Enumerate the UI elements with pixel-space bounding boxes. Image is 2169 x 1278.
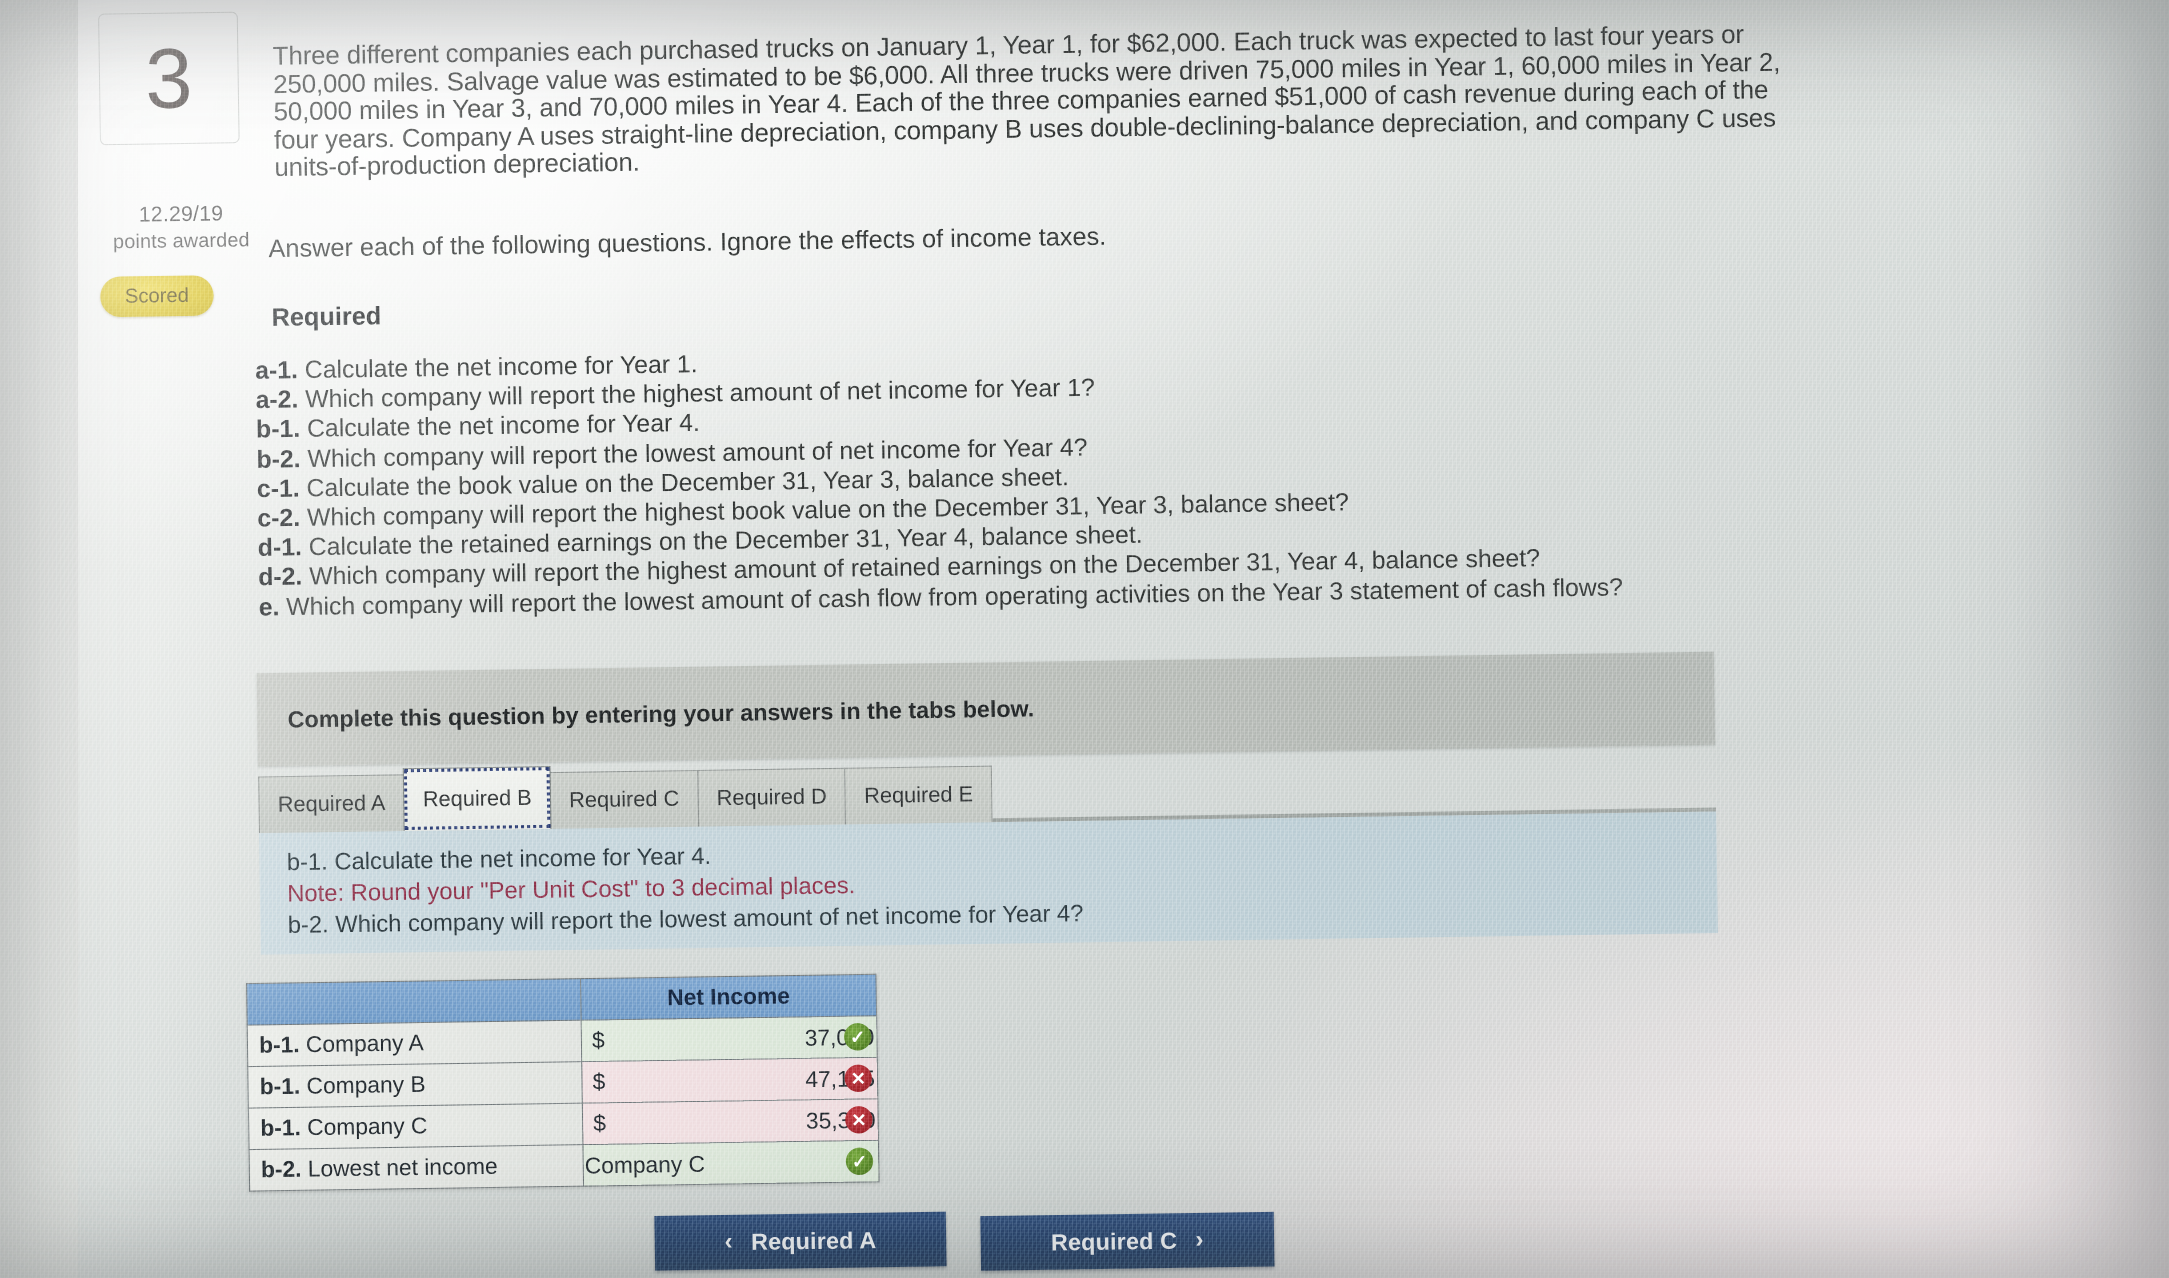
answer-table-header-net-income: Net Income <box>580 974 877 1021</box>
required-heading: Required <box>271 302 382 332</box>
requirement-panel: b-1. Calculate the net income for Year 4… <box>259 811 1718 955</box>
tab-required-d[interactable]: Required D <box>697 767 847 827</box>
currency-symbol: $ <box>593 1110 607 1136</box>
table-row: b-2. Lowest net income Company C ✓ <box>249 1140 880 1192</box>
answer-table-body: b-1. Company A $37,000 ✓ b-1. Company B $47,… <box>247 1015 880 1192</box>
tab-label: Required E <box>863 782 974 808</box>
required-item-label: b-2. <box>256 445 301 474</box>
answer-value: Company C <box>584 1150 706 1179</box>
tab-required-b[interactable]: Required B <box>403 766 552 831</box>
tab-label: Required A <box>277 790 386 817</box>
answer-row-prefix: b-1. <box>259 1073 301 1100</box>
answer-row-name: Lowest net income <box>307 1153 498 1182</box>
question-number: 3 <box>144 30 194 127</box>
answer-row-label: b-1. Company A <box>247 1020 582 1067</box>
required-item-label: a-2. <box>255 386 299 415</box>
prev-requirement-button[interactable]: ‹ Required A <box>654 1211 947 1271</box>
answer-value: 35,320 <box>805 1106 876 1134</box>
currency-symbol: $ <box>591 1027 605 1053</box>
status-badge-label: Scored <box>124 284 190 308</box>
required-list: a-1. Calculate the net income for Year 1… <box>255 333 1837 622</box>
answer-row-name: Company A <box>305 1030 424 1058</box>
problem-instruction: Answer each of the following questions. … <box>268 222 1107 264</box>
required-item-text: Calculate the net income for Year 4. <box>306 410 701 444</box>
answer-row-label: b-1. Company B <box>247 1061 583 1109</box>
answer-row-label: b-2. Lowest net income <box>249 1144 584 1192</box>
answer-value: 37,000 <box>804 1023 875 1051</box>
required-item-label: a-1. <box>254 356 299 385</box>
currency-symbol: $ <box>592 1068 606 1095</box>
answer-value: 47,125 <box>805 1065 876 1092</box>
tab-required-a[interactable]: Required A <box>258 774 406 834</box>
required-item-text: Calculate the net income for Year 1. <box>304 350 698 385</box>
tab-required-c[interactable]: Required C <box>549 769 699 829</box>
answer-row-prefix: b-2. <box>260 1156 302 1183</box>
required-item-label: c-2. <box>257 504 301 533</box>
answer-row-prefix: b-1. <box>260 1114 302 1141</box>
answer-row-prefix: b-1. <box>258 1031 300 1058</box>
question-number-box: 3 <box>98 11 240 146</box>
answer-value-cell[interactable]: Company C ✓ <box>582 1140 880 1187</box>
next-requirement-button[interactable]: Required C › <box>980 1211 1275 1271</box>
answer-row-name: Company B <box>306 1071 426 1099</box>
answer-value-cell[interactable]: $47,125 ✕ <box>581 1057 878 1104</box>
prev-requirement-label: Required A <box>750 1226 877 1255</box>
complete-question-banner-text: Complete this question by entering your … <box>287 694 1035 733</box>
tab-label: Required C <box>569 786 680 813</box>
answer-table-header-blank <box>246 978 582 1026</box>
chevron-left-icon: ‹ <box>724 1227 734 1256</box>
required-item-label: d-1. <box>257 534 303 563</box>
next-requirement-label: Required C <box>1050 1226 1178 1256</box>
problem-stem: Three different companies each purchased… <box>272 20 1781 183</box>
tab-required-e[interactable]: Required E <box>844 765 993 825</box>
required-item-label: e. <box>258 593 280 622</box>
tab-label: Required D <box>716 784 827 811</box>
tab-label: Required B <box>422 785 532 812</box>
points-value: 12.29/19 <box>138 202 224 227</box>
required-item-label: d-2. <box>258 563 303 592</box>
chevron-right-icon: › <box>1195 1226 1204 1254</box>
answer-table: Net Income b-1. Company A $37,000 ✓ b-1. Co… <box>246 974 880 1192</box>
points-awarded-label: points awarded <box>112 229 250 254</box>
complete-question-banner: Complete this question by entering your … <box>256 651 1716 767</box>
answer-row-name: Company C <box>306 1113 428 1141</box>
answer-value-cell[interactable]: $37,000 ✓ <box>581 1015 878 1062</box>
required-item-label: b-1. <box>255 415 301 444</box>
required-item-label: c-1. <box>256 475 300 504</box>
points-awarded: 12.29/19 points awarded <box>95 201 268 254</box>
answer-row-label: b-1. Company C <box>248 1103 583 1150</box>
status-badge: Scored <box>99 275 214 318</box>
answer-value-cell[interactable]: $35,320 ✕ <box>582 1098 879 1145</box>
requirement-tabs: Required A Required B Required C Required D… <box>258 764 993 834</box>
